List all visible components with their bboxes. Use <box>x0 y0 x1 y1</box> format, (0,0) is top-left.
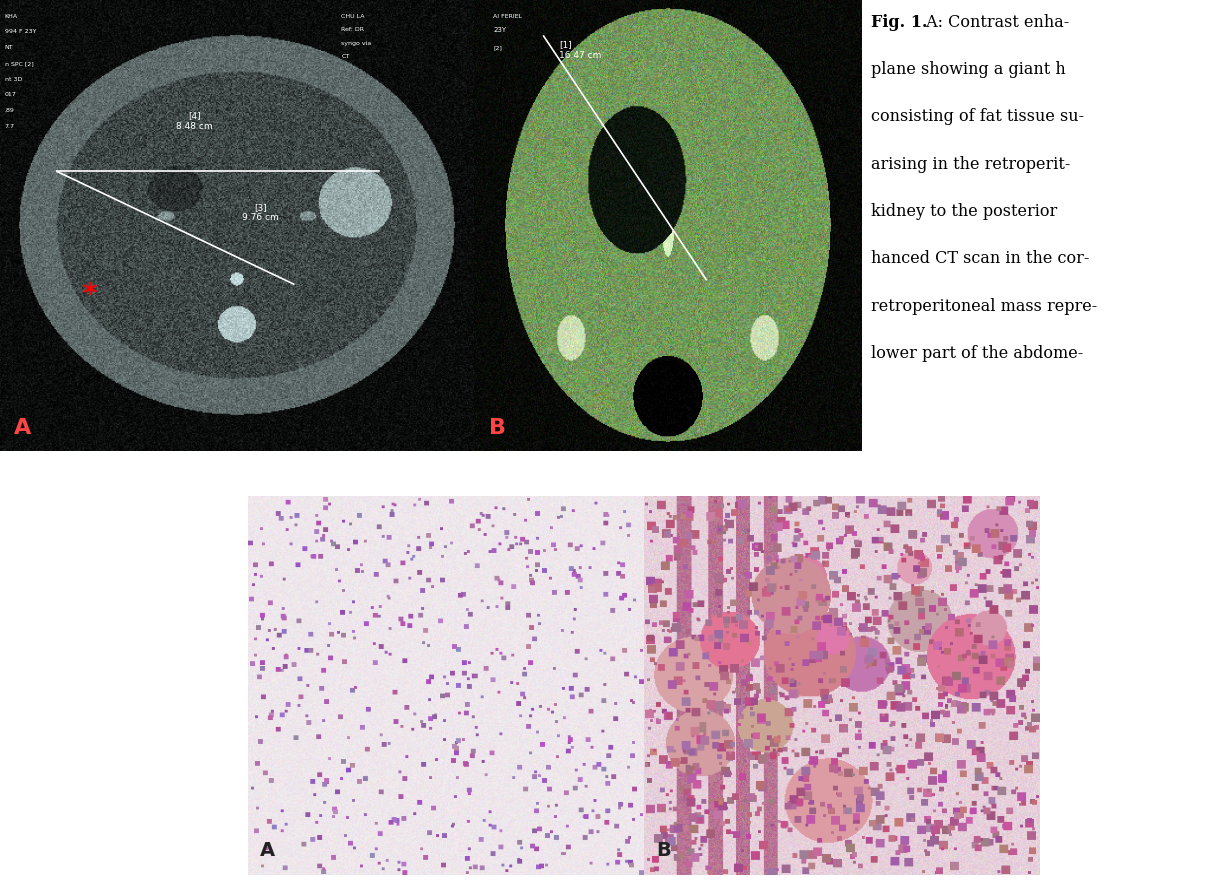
Text: .89: .89 <box>5 108 14 114</box>
Text: NT: NT <box>5 45 13 50</box>
Text: [1]
16.47 cm: [1] 16.47 cm <box>560 41 602 60</box>
Text: [2]: [2] <box>493 45 502 50</box>
Text: 7.7: 7.7 <box>5 124 14 129</box>
Text: CT: CT <box>341 54 350 59</box>
Text: plane showing a giant h: plane showing a giant h <box>872 61 1066 78</box>
Text: Ref: DR: Ref: DR <box>341 27 364 32</box>
Text: hanced CT scan in the cor-: hanced CT scan in the cor- <box>872 250 1090 267</box>
Text: nt 3D: nt 3D <box>5 76 22 82</box>
Text: n SPC [2]: n SPC [2] <box>5 61 34 66</box>
Text: kidney to the posterior: kidney to the posterior <box>872 203 1058 220</box>
Text: A: Contrast enha-: A: Contrast enha- <box>921 13 1070 30</box>
Text: retroperitoneal mass repre-: retroperitoneal mass repre- <box>872 297 1097 314</box>
Text: CHU LA: CHU LA <box>341 13 364 19</box>
Text: [3]
9.76 cm: [3] 9.76 cm <box>242 203 279 222</box>
Text: 994 F 23Y: 994 F 23Y <box>5 29 36 35</box>
Text: 017: 017 <box>5 92 17 98</box>
Text: syngo via: syngo via <box>341 41 371 45</box>
Text: B: B <box>490 417 507 438</box>
Text: AI FERIEL: AI FERIEL <box>493 13 522 19</box>
Text: [4]
8.48 cm: [4] 8.48 cm <box>176 111 212 131</box>
Text: 23Y: 23Y <box>493 27 507 33</box>
Text: lower part of the abdome-: lower part of the abdome- <box>872 345 1084 362</box>
Text: KHA: KHA <box>5 13 18 19</box>
Text: arising in the retroperit-: arising in the retroperit- <box>872 155 1071 172</box>
Text: consisting of fat tissue su-: consisting of fat tissue su- <box>872 108 1084 125</box>
Text: B: B <box>656 841 671 860</box>
Text: A: A <box>260 841 275 860</box>
Text: Fig. 1.: Fig. 1. <box>872 13 927 30</box>
Text: *: * <box>83 281 98 310</box>
Text: A: A <box>14 417 31 438</box>
